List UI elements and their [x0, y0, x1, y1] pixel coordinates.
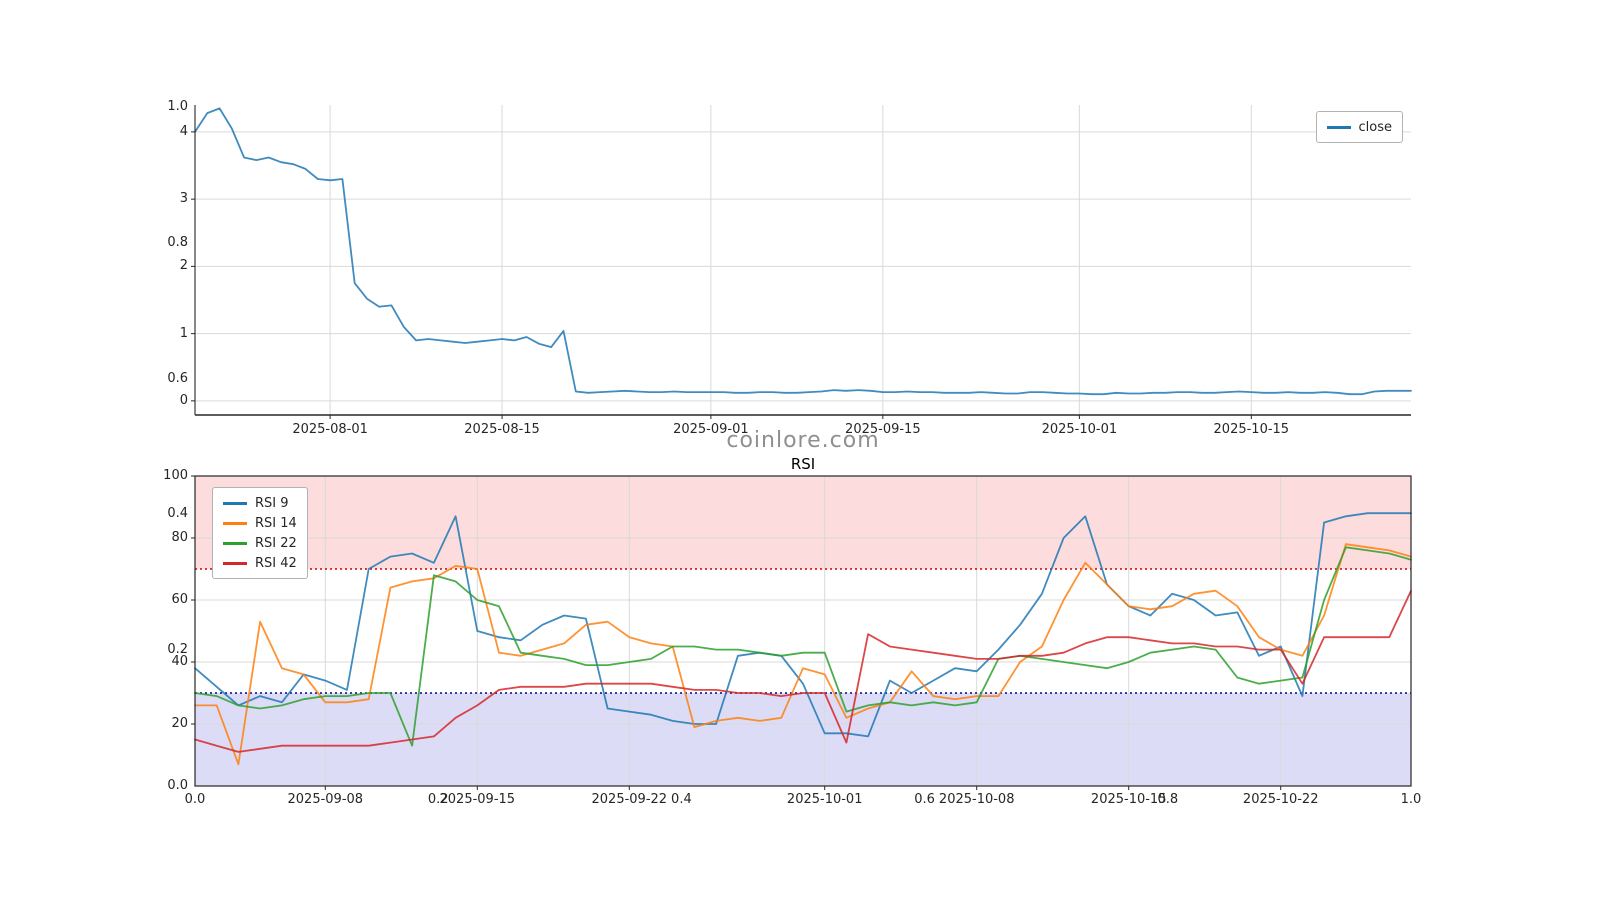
x-tick-label: 2025-10-22	[1242, 792, 1319, 807]
legend-label: RSI 14	[255, 515, 297, 531]
y-tick-label: 3	[179, 191, 188, 207]
legend-label: RSI 22	[255, 535, 297, 551]
watermark: coinlore.com	[726, 428, 880, 453]
y-tick-label: 100	[163, 468, 188, 483]
legend-label: RSI 42	[255, 555, 297, 571]
legend-label: RSI 9	[255, 495, 289, 511]
y-tick-label: 0	[179, 392, 188, 408]
rsi-22-line	[194, 546, 1412, 747]
parent-x-tick-label: 0.6	[914, 792, 935, 807]
x-tick-label: 2025-10-15	[1213, 422, 1290, 437]
parent-x-tick-label: 0.2	[427, 792, 449, 807]
parent-y-tick-label: 0.8	[167, 234, 188, 250]
legend-line-sample	[1326, 125, 1351, 129]
rsi-9-line	[194, 512, 1412, 738]
x-tick-label: 2025-09-22	[591, 792, 668, 807]
legend-line-sample	[223, 521, 247, 525]
legend-item: RSI 22	[223, 533, 297, 553]
y-tick-label: 4	[179, 123, 188, 139]
parent-y-tick-label: 1.0	[167, 99, 188, 114]
plot-border	[194, 475, 1412, 787]
parent-x-tick-label: 0.0	[184, 792, 206, 807]
y-tick-label: 60	[171, 592, 188, 607]
x-tick-label: 2025-09-15	[845, 422, 921, 437]
legend-line-sample	[223, 501, 247, 505]
y-tick-label: 20	[171, 716, 188, 731]
parent-y-tick-label: 0.6	[167, 370, 188, 386]
close-line	[194, 107, 1412, 396]
rsi-42-line	[194, 589, 1412, 753]
overbought-band	[195, 476, 1411, 569]
parent-y-tick-label: 0.4	[167, 506, 188, 522]
y-tick-label: 40	[171, 654, 188, 669]
y-tick-label: 1	[179, 325, 188, 341]
parent-y-tick-label: 0.2	[167, 642, 188, 658]
legend-item: RSI 9	[223, 493, 297, 513]
x-tick-label: 2025-09-15	[439, 792, 516, 807]
x-tick-label: 2025-09-01	[673, 422, 749, 437]
legend-item: close	[1326, 117, 1392, 137]
legend-item: RSI 14	[223, 513, 297, 533]
parent-x-tick-label: 1.0	[1400, 792, 1422, 807]
legend-line-sample	[223, 541, 247, 545]
rsi-plot	[191, 475, 1412, 790]
parent-x-tick-label: 0.8	[1157, 792, 1179, 807]
rsi-14-line	[194, 543, 1412, 766]
rsi-chart-title: RSI	[790, 455, 816, 473]
y-tick-label: 80	[171, 530, 188, 545]
x-tick-label: 2025-10-01	[786, 792, 863, 807]
y-tick-label: 2	[179, 258, 188, 274]
price-plot	[191, 105, 1412, 419]
x-tick-label: 2025-09-08	[287, 792, 364, 807]
parent-x-tick-label: 0.4	[671, 792, 692, 807]
x-tick-label: 2025-08-15	[464, 422, 540, 437]
oversold-band	[195, 693, 1411, 786]
x-tick-label: 2025-10-15	[1090, 792, 1167, 807]
x-tick-label: 2025-10-08	[938, 792, 1015, 807]
x-tick-label: 2025-08-01	[292, 422, 368, 437]
price-legend: close	[1315, 111, 1403, 143]
legend-line-sample	[223, 561, 247, 565]
x-tick-label: 2025-10-01	[1041, 422, 1118, 437]
parent-y-tick-label: 0.0	[167, 778, 188, 793]
rsi-legend: RSI 9 RSI 14 RSI 22 RSI 42	[212, 487, 308, 579]
legend-label: close	[1358, 119, 1392, 135]
legend-item: RSI 42	[223, 553, 297, 573]
